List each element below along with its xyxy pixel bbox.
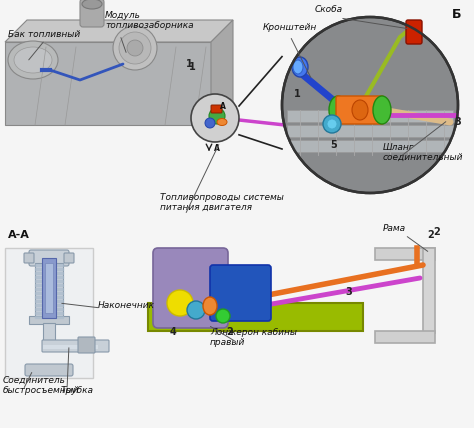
Circle shape: [119, 32, 151, 64]
FancyBboxPatch shape: [42, 258, 56, 318]
Text: А-А: А-А: [8, 230, 30, 240]
Ellipse shape: [352, 100, 368, 120]
Text: 3: 3: [454, 117, 461, 127]
Circle shape: [113, 26, 157, 70]
Ellipse shape: [373, 96, 391, 124]
Text: Трубка: Трубка: [61, 386, 94, 395]
FancyBboxPatch shape: [287, 110, 453, 122]
Text: 2: 2: [226, 327, 233, 337]
FancyBboxPatch shape: [5, 248, 93, 378]
Circle shape: [327, 119, 337, 129]
FancyBboxPatch shape: [148, 303, 363, 331]
Text: 4: 4: [170, 327, 177, 337]
Text: Соединитель
быстросъемный: Соединитель быстросъемный: [3, 376, 80, 395]
FancyBboxPatch shape: [153, 248, 228, 328]
Polygon shape: [5, 20, 233, 42]
Circle shape: [191, 94, 239, 142]
Polygon shape: [5, 42, 211, 125]
FancyBboxPatch shape: [29, 316, 69, 324]
FancyBboxPatch shape: [42, 340, 109, 352]
FancyBboxPatch shape: [210, 265, 271, 321]
Text: 1: 1: [294, 89, 301, 99]
Ellipse shape: [203, 297, 217, 315]
Text: Скоба: Скоба: [315, 5, 343, 14]
Text: Шланг
соединительный: Шланг соединительный: [383, 143, 464, 162]
Ellipse shape: [329, 96, 347, 124]
FancyBboxPatch shape: [375, 331, 435, 343]
Text: Модуль
топливозаборника: Модуль топливозаборника: [105, 11, 193, 30]
Text: 5: 5: [330, 140, 337, 150]
Ellipse shape: [82, 0, 102, 9]
FancyBboxPatch shape: [406, 20, 422, 44]
FancyBboxPatch shape: [35, 263, 63, 318]
Text: 2: 2: [433, 227, 440, 237]
Ellipse shape: [292, 57, 308, 77]
Text: Кронштейн: Кронштейн: [263, 23, 317, 32]
Text: Наконечник: Наконечник: [98, 301, 155, 310]
FancyBboxPatch shape: [43, 345, 98, 349]
Text: A: A: [220, 101, 226, 110]
FancyBboxPatch shape: [45, 263, 53, 313]
Ellipse shape: [8, 41, 58, 79]
FancyBboxPatch shape: [80, 0, 104, 27]
Circle shape: [187, 301, 205, 319]
Ellipse shape: [14, 47, 52, 73]
Text: A: A: [214, 144, 220, 153]
FancyBboxPatch shape: [78, 337, 95, 353]
FancyBboxPatch shape: [211, 105, 222, 113]
Circle shape: [205, 118, 215, 128]
FancyBboxPatch shape: [25, 364, 73, 376]
Circle shape: [323, 115, 341, 133]
Circle shape: [282, 17, 458, 193]
Text: Б: Б: [452, 8, 462, 21]
FancyBboxPatch shape: [29, 250, 69, 266]
Text: Рама: Рама: [383, 224, 406, 233]
Circle shape: [209, 108, 225, 124]
Text: Топливопроводы системы
питания двигателя: Топливопроводы системы питания двигателя: [160, 193, 284, 212]
FancyBboxPatch shape: [64, 253, 74, 263]
Text: 2: 2: [427, 230, 434, 240]
FancyBboxPatch shape: [287, 140, 453, 152]
Ellipse shape: [293, 60, 303, 74]
FancyBboxPatch shape: [287, 125, 453, 137]
FancyBboxPatch shape: [336, 96, 384, 124]
Text: 3: 3: [345, 287, 352, 297]
Text: Лонжерон кабины
правый: Лонжерон кабины правый: [210, 327, 297, 347]
Text: Бак топливный: Бак топливный: [8, 30, 80, 39]
Circle shape: [167, 290, 193, 316]
Circle shape: [127, 40, 143, 56]
Text: 1: 1: [189, 62, 196, 72]
FancyBboxPatch shape: [24, 253, 34, 263]
Ellipse shape: [217, 119, 227, 125]
FancyBboxPatch shape: [43, 323, 55, 343]
Text: 1: 1: [186, 59, 193, 69]
FancyBboxPatch shape: [375, 248, 435, 260]
Circle shape: [216, 309, 230, 323]
FancyBboxPatch shape: [423, 248, 435, 333]
Polygon shape: [211, 20, 233, 125]
